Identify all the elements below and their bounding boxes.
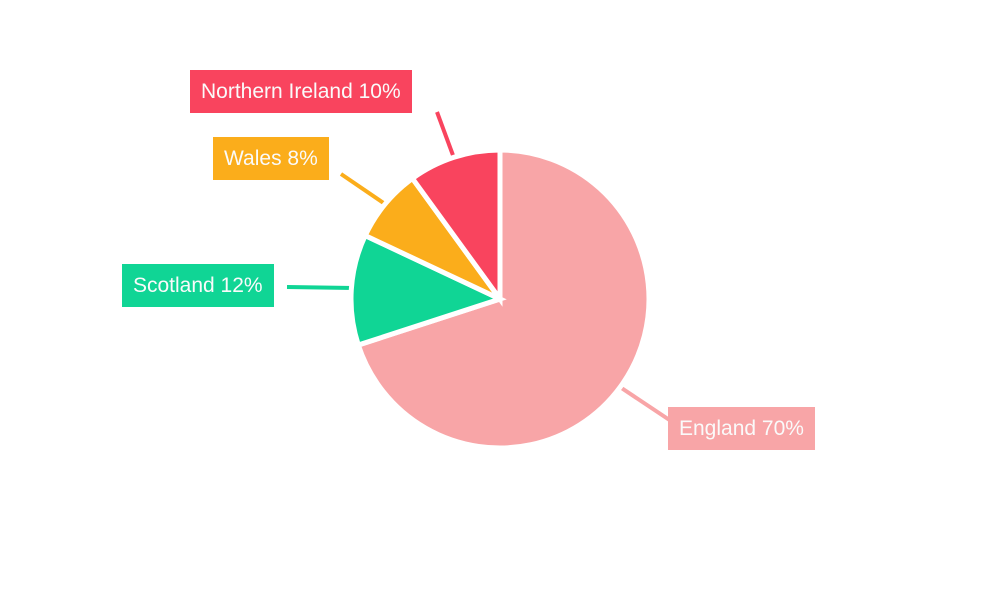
pie-slice-scotland — [348, 232, 507, 349]
leader-line-england — [618, 385, 673, 423]
leader-line-wales — [339, 172, 390, 208]
callout-label-wales: Wales 8% — [213, 137, 329, 180]
leader-line-northern-ireland — [435, 111, 456, 159]
pie-slice-northern-ireland — [408, 147, 503, 307]
callout-label-england: England 70% — [668, 407, 815, 450]
callout-label-northern-ireland: Northern Ireland 10% — [190, 70, 412, 113]
leader-line-scotland — [286, 285, 354, 290]
callout-label-scotland: Scotland 12% — [122, 264, 274, 307]
